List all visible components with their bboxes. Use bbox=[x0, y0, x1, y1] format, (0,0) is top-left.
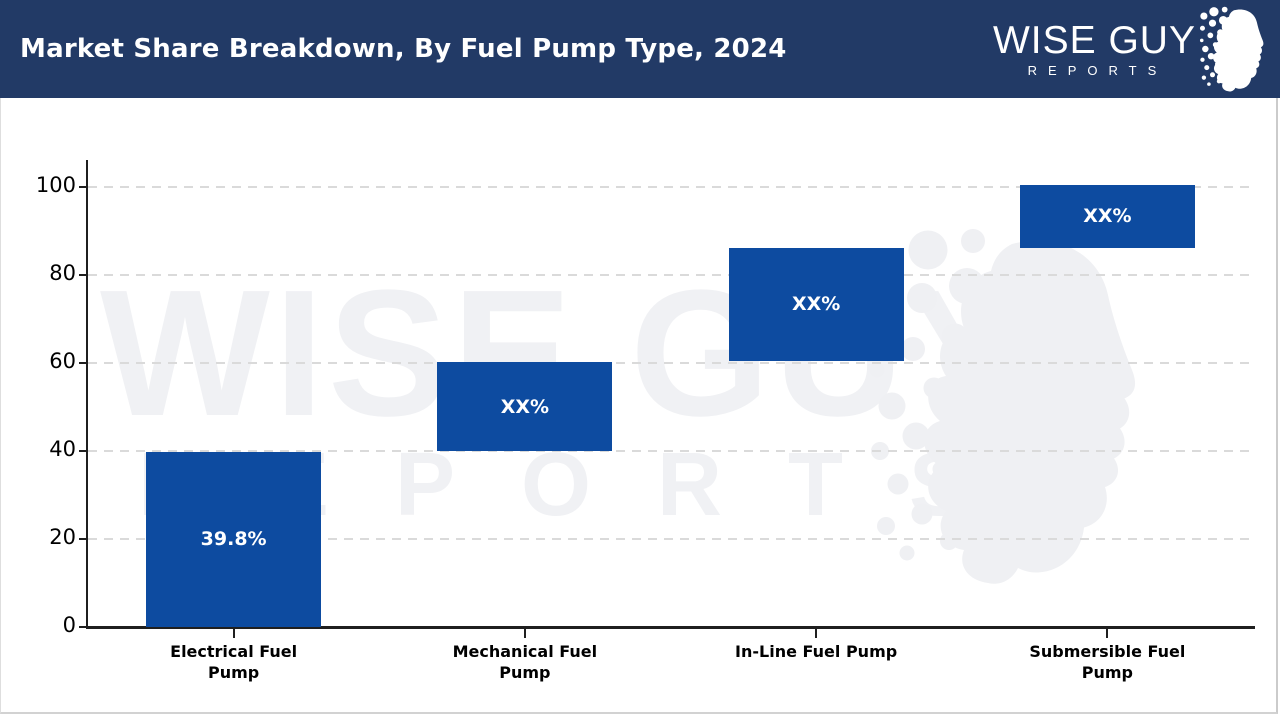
bar-in-line-fuel-pump: XX% bbox=[728, 248, 904, 361]
y-tick-mark bbox=[79, 186, 88, 188]
category-label: Submersible Fuel Pump bbox=[1029, 642, 1186, 682]
x-axis-line bbox=[86, 626, 1255, 629]
y-tick-label: 80 bbox=[49, 261, 76, 285]
y-tick-label: 0 bbox=[62, 613, 76, 637]
bar-submersible-fuel-pump: XX% bbox=[1019, 185, 1195, 248]
y-tick-label: 40 bbox=[49, 437, 76, 461]
y-tick-mark bbox=[79, 538, 88, 540]
logo-wordmark: WISE GUY bbox=[992, 18, 1196, 62]
x-tick-mark bbox=[232, 629, 235, 638]
y-tick-mark bbox=[79, 626, 88, 628]
y-tick-mark bbox=[79, 274, 88, 276]
y-tick-mark bbox=[79, 362, 88, 364]
header: Market Share Breakdown, By Fuel Pump Typ… bbox=[0, 0, 1280, 98]
bar-value-label: XX% bbox=[791, 293, 841, 316]
bar-value-label: XX% bbox=[1083, 205, 1132, 228]
gridline-y-60 bbox=[88, 362, 1253, 364]
logo-head-icon bbox=[1199, 6, 1264, 92]
x-tick-mark bbox=[1106, 629, 1109, 638]
page-title: Market Share Breakdown, By Fuel Pump Typ… bbox=[20, 34, 787, 64]
bar-mechanical-fuel-pump: XX% bbox=[437, 362, 613, 451]
category-label: Electrical Fuel Pump bbox=[170, 642, 298, 682]
x-tick-mark bbox=[815, 629, 818, 638]
y-axis-line bbox=[86, 160, 88, 629]
category-label: In-Line Fuel Pump bbox=[735, 642, 898, 661]
y-tick-label: 100 bbox=[35, 173, 76, 197]
bar-electrical-fuel-pump: 39.8% bbox=[146, 451, 322, 627]
y-tick-label: 20 bbox=[49, 525, 76, 549]
category-label: Mechanical Fuel Pump bbox=[452, 642, 598, 682]
gridline-y-20 bbox=[88, 538, 1253, 540]
gridline-y-80 bbox=[88, 274, 1253, 276]
logo-text: WISE GUY REPORTS bbox=[993, 21, 1196, 78]
gridline-y-100 bbox=[88, 186, 1253, 188]
logo-subtext: REPORTS bbox=[1027, 62, 1168, 78]
x-tick-mark bbox=[523, 629, 526, 638]
y-tick-label: 60 bbox=[49, 349, 76, 373]
logo: WISE GUY REPORTS bbox=[993, 6, 1270, 92]
y-tick-mark bbox=[79, 450, 88, 452]
bar-value-label: XX% bbox=[500, 395, 550, 418]
gridline-y-40 bbox=[88, 450, 1253, 452]
bar-value-label: 39.8% bbox=[200, 528, 267, 551]
